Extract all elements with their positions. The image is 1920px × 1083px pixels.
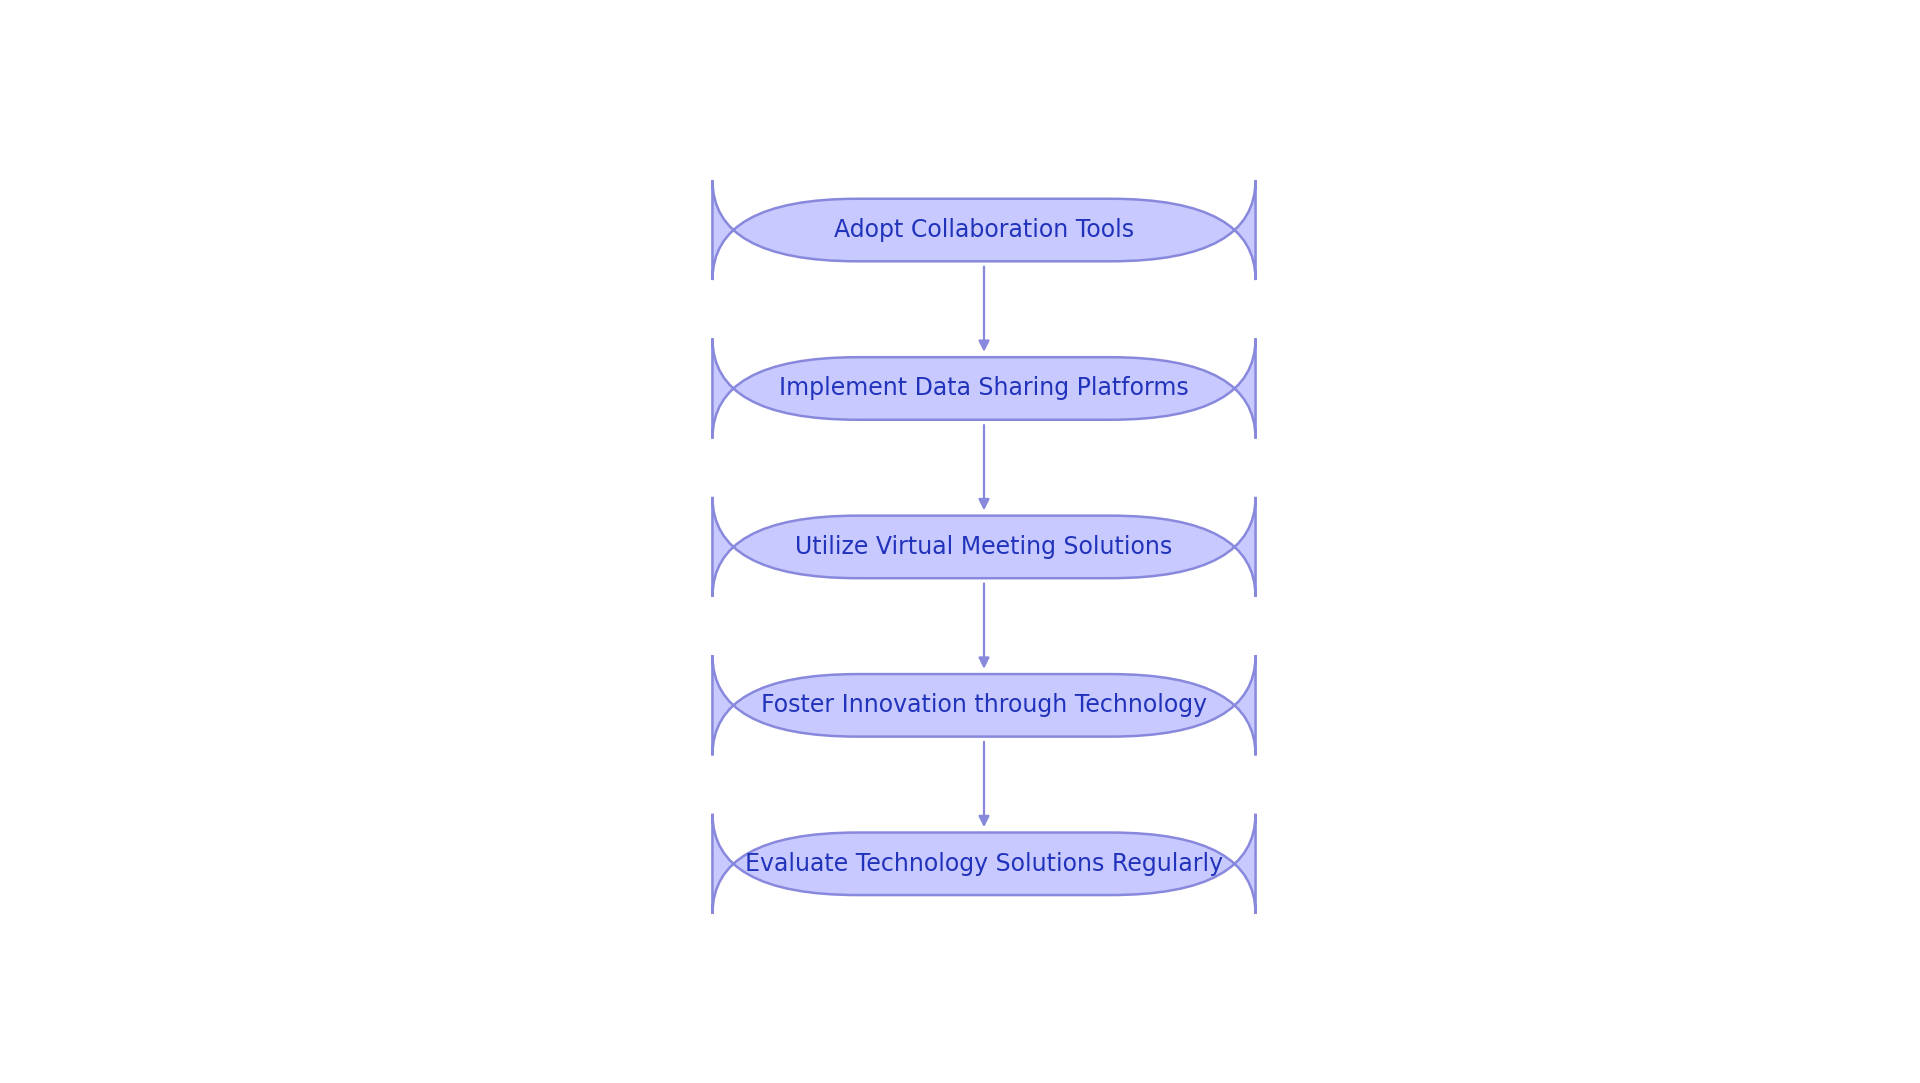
Text: Implement Data Sharing Platforms: Implement Data Sharing Platforms bbox=[780, 377, 1188, 401]
FancyBboxPatch shape bbox=[712, 813, 1256, 914]
FancyBboxPatch shape bbox=[712, 338, 1256, 439]
FancyBboxPatch shape bbox=[712, 497, 1256, 597]
FancyBboxPatch shape bbox=[712, 655, 1256, 756]
Text: Foster Innovation through Technology: Foster Innovation through Technology bbox=[760, 693, 1208, 717]
FancyBboxPatch shape bbox=[712, 180, 1256, 280]
Text: Evaluate Technology Solutions Regularly: Evaluate Technology Solutions Regularly bbox=[745, 852, 1223, 876]
Text: Utilize Virtual Meeting Solutions: Utilize Virtual Meeting Solutions bbox=[795, 535, 1173, 559]
Text: Adopt Collaboration Tools: Adopt Collaboration Tools bbox=[833, 218, 1135, 242]
